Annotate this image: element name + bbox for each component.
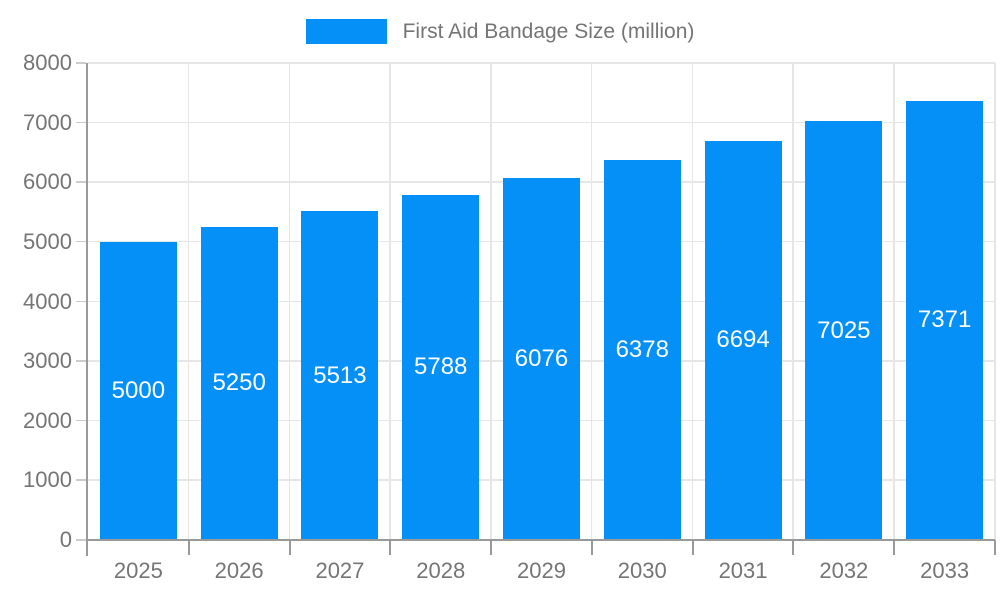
y-tick-label: 5000 [23,228,72,254]
bar-2031: 6694 [704,140,782,540]
bar-2029: 6076 [503,177,580,540]
bar-2028: 5788 [402,194,480,540]
y-tick-label: 0 [59,527,72,552]
y-tick [76,181,86,183]
y-tick-label: 7000 [23,109,72,135]
y-tick-label: 1000 [23,467,72,493]
y-tick [76,121,86,124]
v-gridline [288,63,291,540]
x-tick [389,540,392,555]
bar-value-label: 7371 [917,306,972,334]
bar-2032: 7025 [805,121,883,540]
v-gridline [590,63,593,540]
y-axis-line [86,63,88,556]
x-axis-line [88,539,995,541]
x-axis-label: 2032 [819,558,869,583]
v-gridline [490,63,492,540]
v-gridline [792,63,794,540]
y-tick-label: 8000 [23,50,72,75]
x-axis-label: 2033 [920,558,970,583]
x-axis-label: 2029 [517,558,566,583]
v-gridline [389,63,391,540]
legend[interactable]: First Aid Bandage Size (million) [0,19,1000,44]
bar-value-label: 5513 [313,361,367,389]
bar-value-label: 7025 [817,316,871,344]
x-axis-label: 2030 [617,558,667,583]
bar-value-label: 6694 [716,326,770,354]
legend-label: First Aid Bandage Size (million) [402,19,695,43]
y-tick-label: 2000 [23,407,72,433]
x-axis-label: 2027 [315,558,365,583]
y-tick [76,62,86,64]
x-axis-label: 2025 [113,558,163,583]
y-tick [76,419,86,422]
x-tick [590,540,593,555]
bar-value-label: 5000 [111,376,166,404]
h-gridline [88,121,995,124]
x-tick [288,540,291,555]
v-gridline [187,63,190,540]
bar-2025: 5000 [99,241,177,540]
y-tick [76,479,86,481]
bar-value-label: 6378 [615,335,669,363]
bar-value-label: 6076 [514,344,569,372]
x-tick [691,540,694,555]
v-gridline [893,63,895,540]
y-tick-label: 4000 [23,288,72,314]
y-tick [76,539,86,541]
y-tick [76,300,86,302]
x-tick [490,540,493,555]
bar-2030: 6378 [603,159,681,540]
x-axis-label: 2026 [214,558,264,583]
y-tick-label: 6000 [23,169,72,195]
bar-value-label: 5250 [212,369,266,397]
x-tick [994,540,996,555]
bar-2026: 5250 [200,226,278,540]
x-tick [893,540,896,555]
v-gridline [994,63,996,540]
x-axis-label: 2031 [718,558,768,583]
v-gridline [691,63,694,540]
bar-value-label: 5788 [414,353,468,381]
y-tick [76,360,86,362]
y-tick-label: 3000 [23,348,72,374]
x-tick [187,540,190,555]
bar-2027: 5513 [301,211,379,540]
x-tick [792,540,795,555]
h-gridline [88,62,995,64]
bar-2033: 7371 [906,100,984,540]
legend-swatch [305,19,387,44]
x-axis-label: 2028 [416,558,466,583]
y-tick [76,240,86,243]
